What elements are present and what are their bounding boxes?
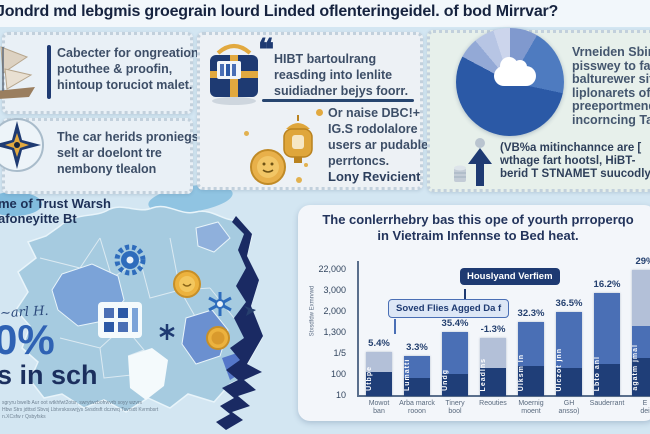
panel-bottom-left: The car herids proniegsy selt ar doelont… <box>0 118 206 194</box>
panel3-footer: Lony Revicient <box>328 169 421 184</box>
bar-plot: 5.4% Utbpe Mowot ban 3.3% Lumatti Arba marck ro… <box>362 250 650 415</box>
x-axis-line <box>357 395 650 397</box>
vietnam-map <box>15 205 263 430</box>
page-title: Jondrd md lebgmis groegrain lourd Linded… <box>0 3 559 20</box>
stat-label: s in sch <box>0 360 98 390</box>
arrow-caption: (VB%a mitinchannce are [ wthage fart hoo… <box>500 142 650 180</box>
plane-icon <box>244 306 256 316</box>
gift-icon <box>210 44 258 105</box>
panel2-text: The car herids proniegsy selt ar doelont… <box>57 130 206 176</box>
snowflake-icon <box>208 292 232 316</box>
bar-6: 36.5% Ulczot jnn GH ansso) <box>555 298 583 415</box>
callout-dark: Houslyand Verfiem <box>460 268 560 285</box>
bar-4: -1.3% Leadlns Reouties <box>479 324 507 407</box>
bar-1: 5.4% Utbpe Mowot ban <box>366 250 392 415</box>
factory-grid-icon <box>98 302 142 338</box>
gold-coin-icon <box>206 326 230 350</box>
y-axis-ticks: 22,000 3,000 2,000 1,300 1/5 100 10 <box>318 264 346 400</box>
quote-icon: ❝ <box>258 34 275 67</box>
ship-icon <box>0 46 35 99</box>
cluster-icon <box>159 324 175 340</box>
sparkle-icon <box>296 177 302 183</box>
cloud-icon <box>494 57 536 86</box>
map-province-highlight <box>195 221 231 253</box>
footnotes: sgryru bwelb Aur oot wtkhfwt2otsr, swryt… <box>2 400 159 420</box>
map-heading: me of Trust Warsh afoneyitte Bt <box>0 196 111 226</box>
sparkle-icon <box>244 131 249 136</box>
bar-3: 35.4% Undg Tinery bool <box>441 318 469 415</box>
panel3-quote-text: HIBT bartoulrang reasding into lenlite s… <box>274 52 409 98</box>
pie-caption: Vrneiden Sbinago pisswey to fasbefi balt… <box>572 46 650 127</box>
bar-7: 16.2% Lbto anl Sauderrant <box>589 279 625 407</box>
divider <box>262 99 414 102</box>
y-axis-line <box>357 261 359 396</box>
gold-coin-face-icon <box>250 149 286 185</box>
bar-5: 32.3% Ulksm ln Moernig moent <box>517 308 545 415</box>
title-strip: Jondrd md lebgmis groegrain lourd Linded… <box>0 0 650 27</box>
map-coast-strip <box>216 216 263 430</box>
stat-value: 0% <box>0 316 55 363</box>
compass-icon <box>0 118 44 172</box>
gear-icon <box>114 244 146 276</box>
lantern-icon <box>283 115 313 163</box>
accent-bar <box>47 45 51 99</box>
panel1-text: Cabecter for ongreations potuthee & proo… <box>57 46 206 92</box>
panel3-bullet-text: Or naise DBC!+ IG.S rodolalore users ar … <box>328 106 429 168</box>
sparkle-icon <box>304 163 308 167</box>
callout-connector <box>394 319 396 334</box>
bullet-icon <box>316 109 323 116</box>
callout-light: Soved Flies Agged Da f <box>388 299 510 318</box>
map-region-white <box>128 348 168 400</box>
growth-arrow-icon <box>454 138 492 186</box>
chart-title: The conlerrhebry bas this ope of yourth … <box>322 212 634 243</box>
bar-2: 3.3% Lumatti Arba marck rooon <box>399 342 435 415</box>
callout-connector <box>464 289 466 302</box>
gold-coin-icon <box>173 270 201 298</box>
panel-top-left: Cabecter for ongreations potuthee & proo… <box>0 32 206 114</box>
panel-middle: ❝ HIBT bartoulrang reasding into lenlite… <box>197 32 428 190</box>
